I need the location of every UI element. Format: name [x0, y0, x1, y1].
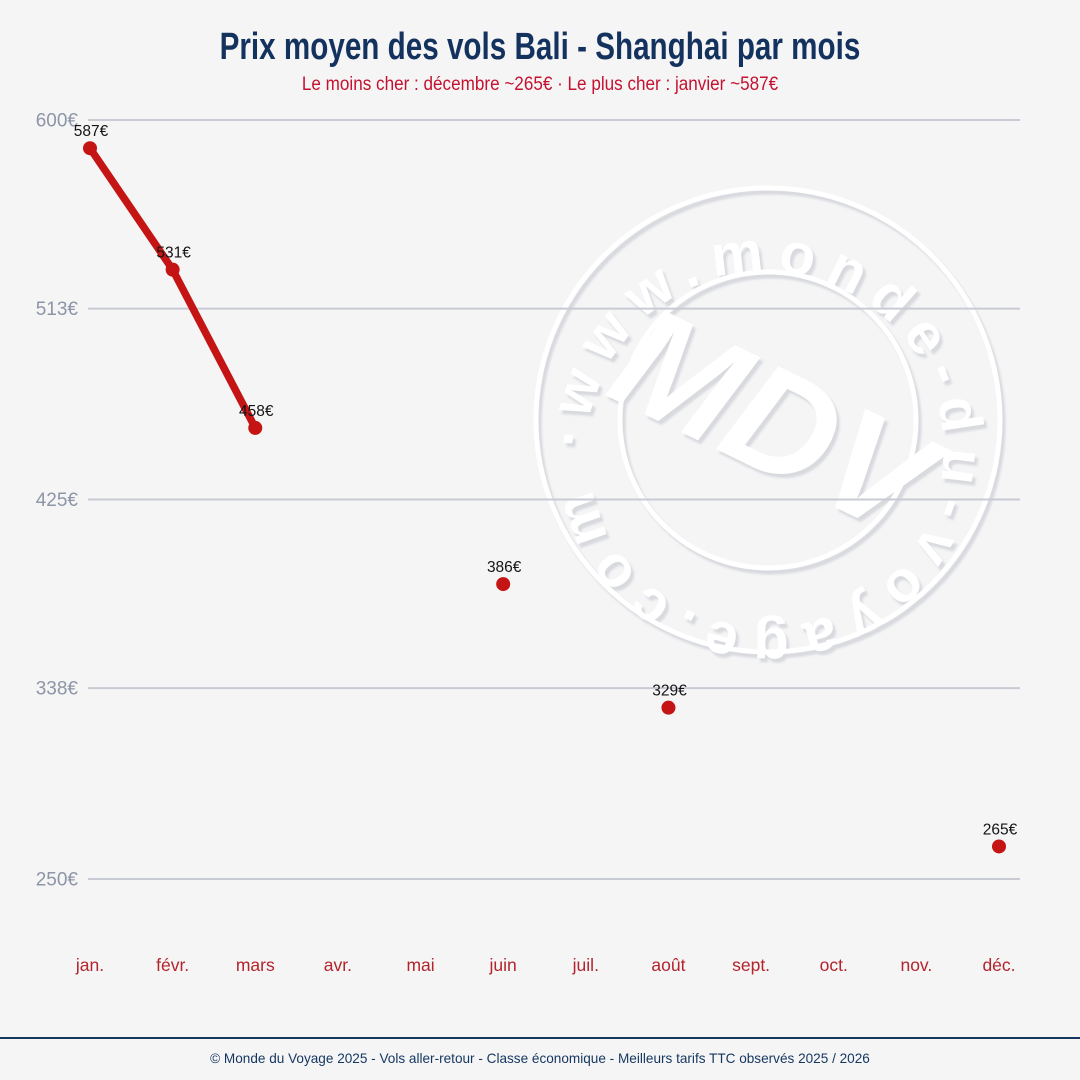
y-axis-tick-label: 600€ — [36, 111, 79, 132]
data-point-value-label: 329€ — [652, 683, 687, 700]
data-point-value-label: 587€ — [74, 123, 109, 140]
y-axis-tick-label: 425€ — [36, 490, 79, 511]
x-axis-month-label: sept. — [732, 955, 770, 975]
x-axis-month-label: mars — [236, 955, 275, 975]
x-axis-month-label: oct. — [820, 955, 848, 975]
footer-divider — [0, 1037, 1080, 1039]
data-point-value-label: 386€ — [487, 559, 522, 576]
x-axis-month-label: avr. — [324, 955, 352, 975]
data-point[interactable] — [992, 839, 1006, 854]
data-point[interactable] — [496, 577, 511, 592]
data-point[interactable] — [83, 141, 97, 156]
x-axis-month-label: déc. — [982, 955, 1015, 975]
x-axis-month-label: juin — [489, 955, 517, 975]
x-axis-month-label: mai — [406, 955, 434, 975]
x-axis-month-label: août — [651, 955, 685, 975]
x-axis-month-label: nov. — [900, 955, 932, 975]
data-point[interactable] — [248, 420, 263, 435]
data-point[interactable] — [661, 700, 676, 715]
x-axis-month-label: jan. — [75, 955, 104, 975]
y-axis-tick-label: 513€ — [36, 299, 79, 320]
series-line — [86, 144, 260, 432]
data-point[interactable] — [165, 262, 180, 277]
data-point-value-label: 531€ — [156, 245, 191, 262]
data-point-value-label: 265€ — [983, 821, 1018, 838]
y-axis-tick-label: 250€ — [36, 870, 79, 891]
footer-text: © Monde du Voyage 2025 - Vols aller-reto… — [210, 1050, 870, 1066]
page-title: Prix moyen des vols Bali - Shanghai par … — [219, 26, 861, 68]
y-axis-tick-label: 338€ — [36, 679, 79, 700]
x-axis-month-label: févr. — [156, 955, 189, 975]
chart-subtitle: Le moins cher : décembre ~265€ · Le plus… — [301, 74, 779, 95]
data-point-value-label: 458€ — [239, 403, 274, 420]
x-axis-month-label: juil. — [572, 955, 599, 975]
